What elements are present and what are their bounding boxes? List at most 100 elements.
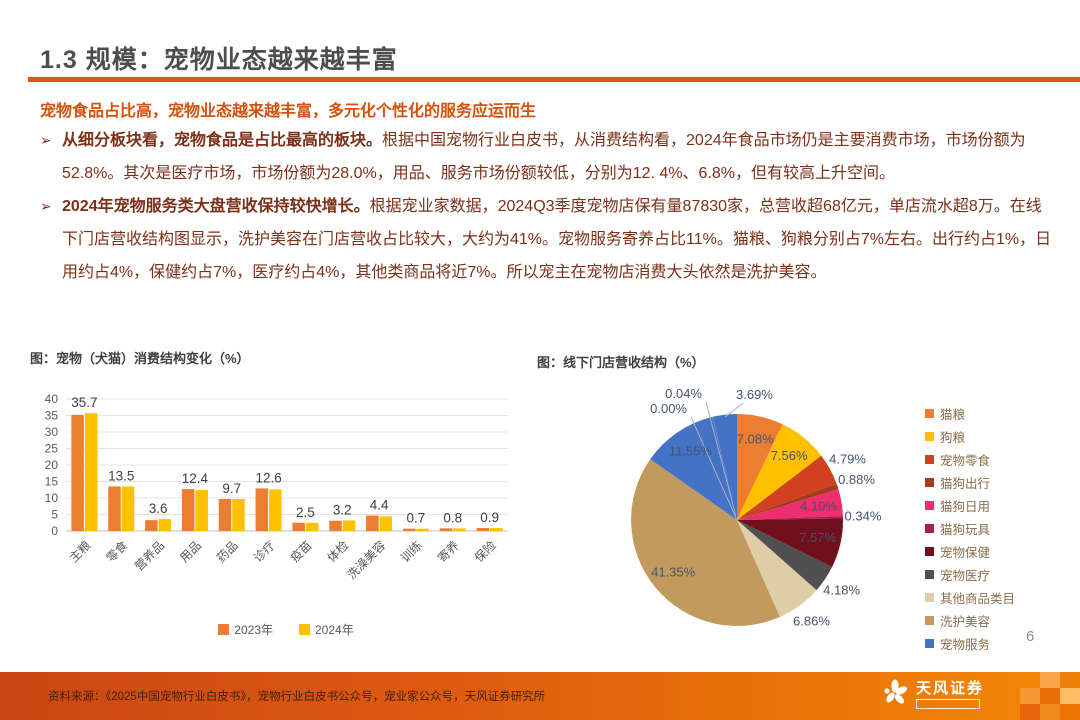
- legend-label: 猫狗日用: [940, 500, 991, 514]
- y-axis-tick: 20: [45, 458, 59, 472]
- leader-line: [690, 416, 738, 521]
- page-title: 1.3 规模：宠物业态越来越丰富: [40, 46, 398, 74]
- x-axis-label: 诊疗: [251, 538, 278, 565]
- bar-2024-零食[interactable]: [121, 486, 135, 531]
- y-axis-tick: 35: [45, 409, 59, 423]
- source-note: 资料来源：《2025中国宠物行业白皮书》，宠物行业白皮书公众号，宠业家公众号，天…: [48, 691, 546, 703]
- leader-line: [705, 401, 738, 521]
- pie-slice-宠物服务[interactable]: [650, 416, 737, 520]
- y-axis-tick: 30: [45, 425, 59, 439]
- logo-text-block: 天风证券: [915, 680, 984, 709]
- legend-label: 其他商品类目: [940, 592, 1016, 606]
- footer-bar: 资料来源：《2025中国宠物行业白皮书》，宠物行业白皮书公众号，宠业家公众号，天…: [0, 672, 1080, 720]
- legend-item-猫狗玩具: 猫狗玩具: [925, 517, 1015, 540]
- bar-2024-训练[interactable]: [416, 528, 429, 531]
- bar-2024-寄养[interactable]: [453, 528, 466, 531]
- legend-swatch: [925, 593, 934, 602]
- bullet-arrow-icon: ➢: [40, 132, 52, 148]
- bar-2024-用品[interactable]: [195, 490, 208, 531]
- pie-slice-宠物医疗[interactable]: [737, 520, 832, 591]
- legend-label: 宠物零食: [940, 454, 991, 468]
- legend-swatch: [925, 524, 934, 533]
- bar-2024-洗澡美容[interactable]: [379, 516, 393, 531]
- page-number: 6: [1026, 628, 1035, 645]
- bar-2024-疫苗[interactable]: [305, 522, 319, 531]
- pie-value-label: 6.86%: [793, 614, 830, 629]
- pie-value-label: 3.69%: [736, 387, 773, 402]
- legend-swatch: [925, 409, 934, 418]
- legend-label: 宠物保健: [940, 546, 991, 560]
- bar-value-label: 35.7: [71, 395, 97, 410]
- bar-2023-疫苗[interactable]: [292, 522, 305, 531]
- title-divider: [28, 77, 1080, 82]
- bar-chart-block: 图：宠物（犬猫）消费结构变化（%） 0 5 10 15 20 25 30 35 40 35.7 主粮…: [30, 348, 512, 638]
- x-axis-label: 药品: [214, 538, 241, 565]
- y-axis-tick: 5: [51, 508, 58, 522]
- pie-slice-宠物零食[interactable]: [737, 455, 837, 520]
- bar-value-label: 3.2: [333, 502, 352, 517]
- footer-mosaic: [1000, 672, 1080, 720]
- pie-slice-宠物保健[interactable]: [737, 518, 844, 568]
- bar-2024-主粮[interactable]: [84, 413, 98, 531]
- pie-slice-其他商品类目[interactable]: [737, 520, 817, 617]
- y-axis-tick: 40: [45, 392, 59, 406]
- pie-slice-狗粮[interactable]: [737, 424, 822, 520]
- pie-slice-3.69%[interactable]: [712, 413, 737, 520]
- bar-2023-用品[interactable]: [181, 489, 195, 531]
- y-axis-tick: 0: [51, 524, 58, 538]
- bar-2023-零食[interactable]: [108, 486, 121, 531]
- bar-value-label: 12.4: [182, 471, 209, 486]
- bar-value-label: 9.7: [222, 481, 241, 496]
- pie-slice-猫狗出行[interactable]: [737, 483, 839, 520]
- legend-swatch: [925, 616, 934, 625]
- x-axis-label: 主粮: [66, 538, 94, 566]
- legend-item-宠物医疗: 宠物医疗: [925, 563, 1015, 586]
- legend-label: 猫狗出行: [940, 477, 991, 491]
- leader-line: [724, 402, 744, 418]
- bar-2023-洗澡美容[interactable]: [366, 515, 379, 531]
- bar-2024-保险[interactable]: [490, 528, 503, 531]
- bullet-2-text: 2024年宠物服务类大盘营收保持较快增长。根据宠业家数据，2024Q3季度宠物店…: [62, 198, 1052, 281]
- legend-label: 狗粮: [940, 431, 966, 445]
- bar-2023-寄养[interactable]: [439, 528, 453, 531]
- pie-chart-block: 图：线下门店营收结构（%） 7.08% 7.56% 4.79% 0.88% 4.10% 0…: [537, 352, 937, 659]
- tianfeng-logo: 天风证券: [880, 678, 984, 710]
- bar-2023-药品[interactable]: [218, 498, 232, 531]
- bar-2023-营养品[interactable]: [145, 520, 158, 531]
- legend-swatch: [925, 547, 934, 556]
- bar-2024-诊疗[interactable]: [269, 489, 282, 531]
- bar-2023-训练[interactable]: [402, 528, 416, 531]
- pie-value-label: 4.10%: [800, 498, 837, 513]
- legend-item-洗护美容: 洗护美容: [925, 609, 1015, 632]
- bar-value-label: 4.4: [370, 497, 389, 512]
- legend-item-其他商品类目: 其他商品类目: [925, 586, 1015, 609]
- bar-2024-药品[interactable]: [232, 498, 245, 531]
- pie-slice-洗护美容[interactable]: [631, 459, 780, 626]
- pie-chart: 7.08% 7.56% 4.79% 0.88%4.10% 0.34% 7.57% 4.18%…: [631, 386, 882, 629]
- pie-value-label: 7.08%: [737, 431, 774, 446]
- pie-slice-猫狗玩具[interactable]: [737, 516, 843, 520]
- bar-2023-保险[interactable]: [476, 528, 490, 531]
- legend-label: 猫粮: [940, 408, 966, 422]
- legend-label: 猫狗玩具: [940, 523, 991, 537]
- bar-2024-体检[interactable]: [342, 520, 356, 531]
- pie-slice-猫狗日用[interactable]: [737, 489, 843, 520]
- x-axis-label: 用品: [177, 538, 204, 565]
- legend-item-猫粮: 猫粮: [925, 402, 1015, 425]
- x-axis-label: 营养品: [131, 538, 167, 574]
- logo-subtitle-box: [915, 698, 980, 709]
- bar-2023-诊疗[interactable]: [255, 488, 269, 531]
- legend-swatch: [925, 432, 934, 441]
- legend-swatch: [925, 639, 934, 648]
- bar-2024-营养品[interactable]: [158, 519, 172, 531]
- pie-chart-title: 图：线下门店营收结构（%）: [537, 355, 705, 370]
- bar-value-label: 0.9: [480, 510, 499, 525]
- x-axis-label: 寄养: [434, 538, 462, 566]
- intro-line: 宠物食品占比高，宠物业态越来越丰富，多元化个性化的服务应运而生: [40, 103, 537, 120]
- pie-value-label: 0.00%: [650, 401, 687, 416]
- bar-value-label: 0.8: [443, 510, 462, 525]
- bar-2023-主粮[interactable]: [71, 414, 84, 531]
- pie-slice-猫粮[interactable]: [737, 414, 783, 520]
- bar-2023-体检[interactable]: [329, 520, 342, 531]
- pie-value-label: 0.04%: [665, 386, 702, 401]
